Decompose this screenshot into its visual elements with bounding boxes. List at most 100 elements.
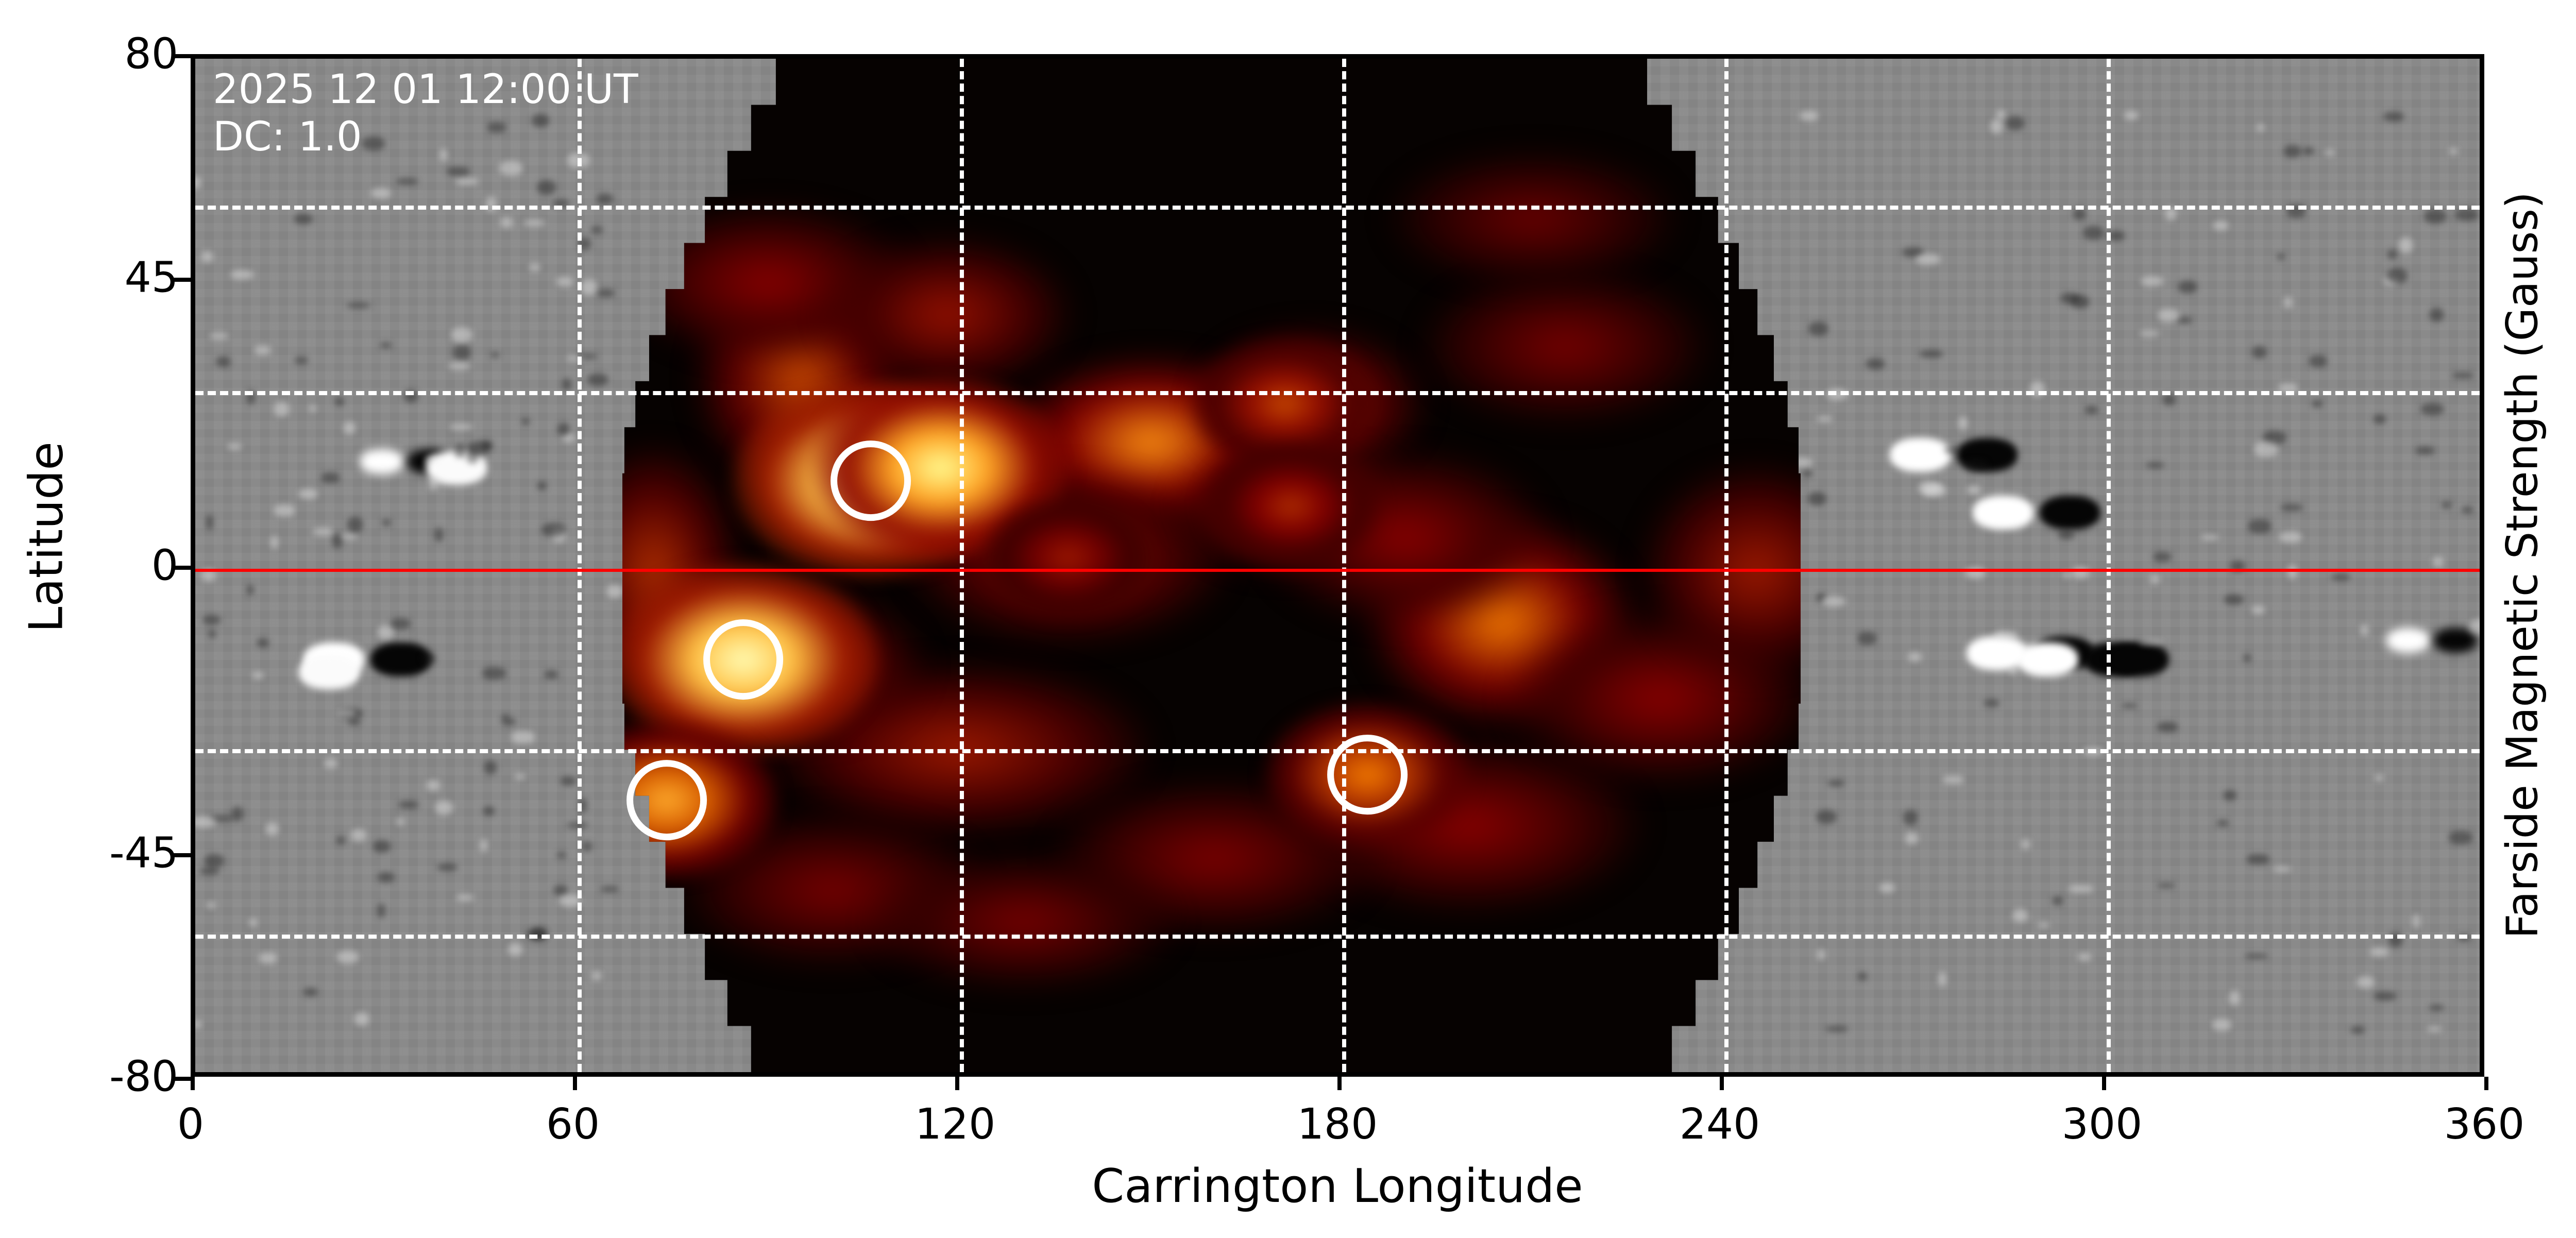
quiet-sun-fleck bbox=[2157, 883, 2176, 889]
quiet-sun-fleck bbox=[2038, 922, 2050, 928]
frontside-active-region bbox=[370, 642, 431, 677]
quiet-sun-fleck bbox=[514, 773, 526, 780]
quiet-sun-fleck bbox=[500, 216, 513, 228]
quiet-sun-fleck bbox=[303, 987, 318, 997]
frontside-active-region bbox=[2108, 642, 2169, 677]
y-axis-label: Latitude bbox=[19, 442, 74, 633]
quiet-sun-fleck bbox=[2454, 208, 2479, 221]
quiet-sun-fleck bbox=[1919, 350, 1944, 358]
quiet-sun-fleck bbox=[449, 423, 473, 430]
quiet-sun-fleck bbox=[340, 708, 363, 719]
quiet-sun-fleck bbox=[448, 362, 471, 370]
quiet-sun-fleck bbox=[1993, 630, 2018, 641]
quiet-sun-fleck bbox=[346, 302, 371, 309]
frontside-active-region bbox=[360, 449, 403, 474]
quiet-sun-fleck bbox=[507, 943, 522, 956]
quiet-sun-fleck bbox=[396, 818, 405, 825]
quiet-sun-fleck bbox=[1808, 321, 1828, 336]
detection-circle-2 bbox=[626, 760, 707, 841]
quiet-sun-fleck bbox=[2070, 295, 2090, 309]
quiet-sun-fleck bbox=[2021, 839, 2031, 850]
quiet-sun-fleck bbox=[2141, 276, 2164, 286]
quiet-sun-fleck bbox=[455, 178, 479, 185]
quiet-sun-fleck bbox=[1799, 111, 1818, 121]
quiet-sun-fleck bbox=[2360, 624, 2369, 636]
gridline-longitude-60 bbox=[578, 59, 582, 1072]
quiet-sun-fleck bbox=[341, 533, 358, 539]
quiet-sun-fleck bbox=[552, 528, 566, 543]
gridline-longitude-180 bbox=[1342, 59, 1346, 1072]
synoptic-map-axes: NISP NSO INTEGRATED SYNOPTIC PROGRAM 202… bbox=[191, 54, 2484, 1077]
quiet-sun-fleck bbox=[2420, 402, 2444, 415]
quiet-sun-fleck bbox=[435, 801, 453, 815]
quiet-sun-fleck bbox=[2324, 149, 2335, 156]
frontside-active-region bbox=[1890, 438, 1951, 472]
quiet-sun-fleck bbox=[370, 188, 391, 199]
x-tick-60 bbox=[573, 1077, 577, 1090]
quiet-sun-fleck bbox=[1816, 593, 1826, 602]
quiet-sun-fleck bbox=[587, 373, 609, 386]
quiet-sun-fleck bbox=[2254, 441, 2278, 457]
quiet-sun-fleck bbox=[209, 815, 234, 822]
gridline-longitude-120 bbox=[960, 59, 964, 1072]
quiet-sun-fleck bbox=[597, 289, 615, 298]
y-tick-label--80: -80 bbox=[109, 1052, 178, 1101]
quiet-sun-fleck bbox=[2107, 230, 2125, 242]
quiet-sun-fleck bbox=[2387, 249, 2397, 260]
duty-cycle-label: DC: 1.0 bbox=[213, 114, 362, 161]
quiet-sun-fleck bbox=[597, 193, 613, 205]
quiet-sun-fleck bbox=[336, 951, 360, 964]
y-tick-45 bbox=[173, 278, 191, 282]
quiet-sun-fleck bbox=[1915, 253, 1940, 265]
quiet-sun-fleck bbox=[335, 397, 345, 406]
quiet-sun-fleck bbox=[466, 449, 479, 464]
quiet-sun-fleck bbox=[270, 536, 278, 549]
quiet-sun-fleck bbox=[552, 199, 569, 207]
quiet-sun-fleck bbox=[252, 672, 264, 679]
quiet-sun-fleck bbox=[556, 852, 567, 859]
quiet-sun-fleck bbox=[1879, 883, 1895, 892]
quiet-sun-fleck bbox=[2279, 531, 2302, 543]
quiet-sun-fleck bbox=[195, 817, 216, 828]
quiet-sun-fleck bbox=[2083, 226, 2104, 241]
quiet-sun-fleck bbox=[2350, 1026, 2365, 1034]
quiet-sun-fleck bbox=[2387, 268, 2408, 283]
quiet-sun-fleck bbox=[2424, 209, 2447, 224]
quiet-sun-fleck bbox=[1984, 699, 2000, 707]
quiet-sun-fleck bbox=[1918, 481, 1942, 495]
quiet-sun-fleck bbox=[484, 760, 497, 775]
quiet-sun-fleck bbox=[2077, 953, 2091, 961]
timestamp-label: 2025 12 01 12:00 UT bbox=[213, 66, 638, 113]
quiet-sun-fleck bbox=[2432, 556, 2444, 568]
frontside-active-region bbox=[1957, 438, 2018, 472]
quiet-sun-fleck bbox=[2469, 619, 2480, 635]
quiet-sun-fleck bbox=[2283, 296, 2293, 309]
quiet-sun-fleck bbox=[1802, 470, 1813, 477]
quiet-sun-fleck bbox=[337, 709, 356, 717]
quiet-sun-fleck bbox=[606, 584, 623, 599]
gridline-longitude-240 bbox=[1724, 59, 1728, 1072]
gridline-latitude--57 bbox=[195, 934, 2480, 939]
x-tick-240 bbox=[1720, 1077, 1724, 1090]
quiet-sun-fleck bbox=[2163, 393, 2176, 406]
quiet-sun-fleck bbox=[347, 718, 361, 725]
quiet-sun-fleck bbox=[2303, 147, 2314, 155]
quiet-sun-fleck bbox=[1996, 110, 2006, 119]
quiet-sun-fleck bbox=[2374, 991, 2397, 1002]
y-tick-80 bbox=[173, 54, 191, 58]
quiet-sun-fleck bbox=[575, 353, 598, 360]
x-axis-label: Carrington Longitude bbox=[1092, 1159, 1583, 1213]
quiet-sun-fleck bbox=[378, 872, 394, 883]
frontside-active-region bbox=[2039, 495, 2100, 530]
quiet-sun-fleck bbox=[501, 714, 510, 720]
quiet-sun-fleck bbox=[600, 886, 619, 892]
quiet-sun-fleck bbox=[2073, 208, 2087, 220]
quiet-sun-fleck bbox=[544, 670, 558, 679]
gridline-latitude-28 bbox=[195, 391, 2480, 396]
x-tick-120 bbox=[955, 1077, 959, 1090]
quiet-sun-fleck bbox=[2383, 277, 2399, 286]
x-tick-label-300: 300 bbox=[2061, 1100, 2143, 1149]
quiet-sun-fleck bbox=[215, 356, 231, 367]
quiet-sun-fleck bbox=[2312, 399, 2323, 408]
quiet-sun-fleck bbox=[2280, 504, 2303, 512]
